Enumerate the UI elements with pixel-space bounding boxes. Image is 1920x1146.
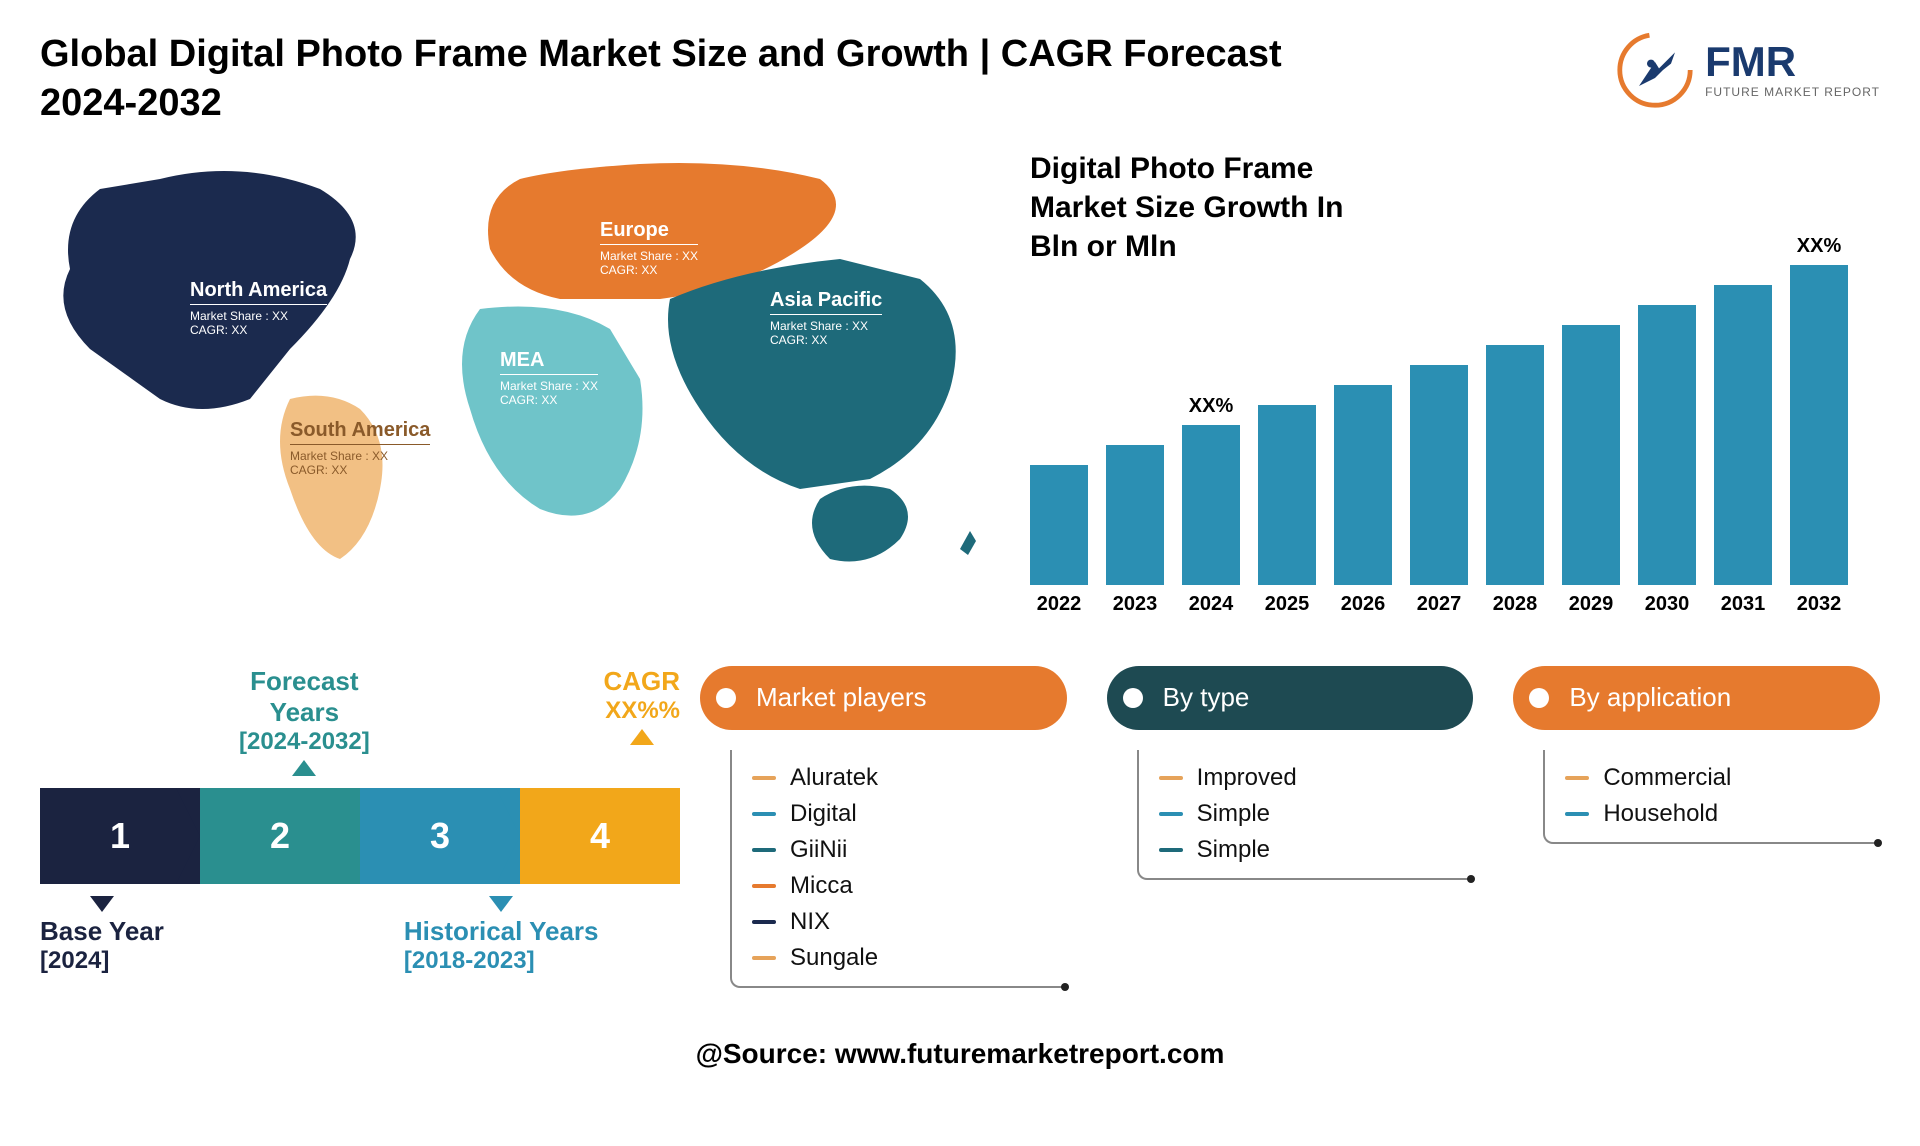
historical-label: Historical Years [2018-2023] [404,896,599,975]
pill-panels: Market players Aluratek Digital GiiNii Micc… [700,666,1880,988]
list-item: Sungale [752,944,1057,972]
by-type-title: By type [1163,682,1250,713]
forecast-title: Forecast Years [227,666,383,728]
pill-dot-icon [1123,688,1143,708]
base-year-label: Base Year [2024] [40,896,164,975]
header: Global Digital Photo Frame Market Size a… [40,30,1880,129]
world-map: North AmericaMarket Share : XXCAGR: XX So… [40,149,990,569]
bar-2024: XX%2024 [1182,425,1240,616]
by-application-list: Commercial Household [1543,750,1880,844]
forecast-label: Forecast Years [2024-2032] [227,666,383,776]
nz-shape [960,531,976,555]
bar-2025: 2025 [1258,405,1316,616]
bar-chart: 2022 2023 XX%2024 2025 2026 2027 2028 2029 2030 2… [1030,276,1880,616]
logo-fmr: FMR [1705,41,1880,83]
market-players-title: Market players [756,682,927,713]
list-item: Digital [752,800,1057,828]
bar-2023: 2023 [1106,445,1164,616]
list-item: Simple [1159,836,1464,864]
logo: FMR FUTURE MARKET REPORT [1615,30,1880,110]
timeline-labels-above: Forecast Years [2024-2032] CAGR XX%% [40,666,680,776]
region-label-mea: MEAMarket Share : XXCAGR: XX [500,349,598,407]
logo-subtitle: FUTURE MARKET REPORT [1705,85,1880,99]
bar-2022: 2022 [1030,465,1088,616]
timeline-seg-4: 4 [520,788,680,884]
region-label-south_america: South AmericaMarket Share : XXCAGR: XX [290,419,430,477]
by-type-block: By type Improved Simple Simple [1107,666,1474,988]
region-label-north_america: North AmericaMarket Share : XXCAGR: XX [190,279,327,337]
pill-dot-icon [1529,688,1549,708]
market-players-list: Aluratek Digital GiiNii Micca NIX Sungale [730,750,1067,988]
mea-shape [462,306,643,515]
by-application-title: By application [1569,682,1731,713]
mid-row: North AmericaMarket Share : XXCAGR: XX So… [40,149,1880,616]
cagr-label: CAGR XX%% [603,666,680,776]
bar-2032: XX%2032 [1790,265,1848,616]
historical-range: [2018-2023] [404,947,599,975]
base-title: Base Year [40,916,164,947]
forecast-range: [2024-2032] [227,728,383,756]
region-label-asia_pacific: Asia PacificMarket Share : XXCAGR: XX [770,289,882,347]
cagr-title: CAGR [603,666,680,697]
list-item: Improved [1159,764,1464,792]
base-range: [2024] [40,947,164,975]
market-players-pill: Market players [700,666,1067,730]
bar-chart-title: Digital Photo Frame Market Size Growth I… [1030,149,1390,266]
source-line: @Source: www.futuremarketreport.com [40,1038,1880,1070]
list-item: Household [1565,800,1870,828]
bar-2031: 2031 [1714,285,1772,616]
timeline-labels-below: Base Year [2024] Historical Years [2018-… [40,896,680,975]
logo-text: FMR FUTURE MARKET REPORT [1705,41,1880,99]
by-type-pill: By type [1107,666,1474,730]
by-type-list: Improved Simple Simple [1137,750,1474,880]
list-item: GiiNii [752,836,1057,864]
page-title: Global Digital Photo Frame Market Size a… [40,30,1340,129]
list-item: Micca [752,872,1057,900]
bar-2030: 2030 [1638,305,1696,616]
bar-2027: 2027 [1410,365,1468,616]
timeline-bar: 1234 [40,788,680,884]
bar-chart-panel: Digital Photo Frame Market Size Growth I… [1030,149,1880,616]
list-item: Commercial [1565,764,1870,792]
by-application-pill: By application [1513,666,1880,730]
list-item: NIX [752,908,1057,936]
list-item: Aluratek [752,764,1057,792]
fmr-logo-icon [1615,30,1695,110]
timeline-panel: Forecast Years [2024-2032] CAGR XX%% 123… [40,666,680,988]
bottom-row: Forecast Years [2024-2032] CAGR XX%% 123… [40,666,1880,988]
market-players-block: Market players Aluratek Digital GiiNii Micc… [700,666,1067,988]
cagr-value: XX%% [603,697,680,725]
bar-2029: 2029 [1562,325,1620,616]
region-label-europe: EuropeMarket Share : XXCAGR: XX [600,219,698,277]
pill-dot-icon [716,688,736,708]
list-item: Simple [1159,800,1464,828]
bar-2028: 2028 [1486,345,1544,616]
by-application-block: By application Commercial Household [1513,666,1880,988]
bar-2026: 2026 [1334,385,1392,616]
historical-title: Historical Years [404,916,599,947]
